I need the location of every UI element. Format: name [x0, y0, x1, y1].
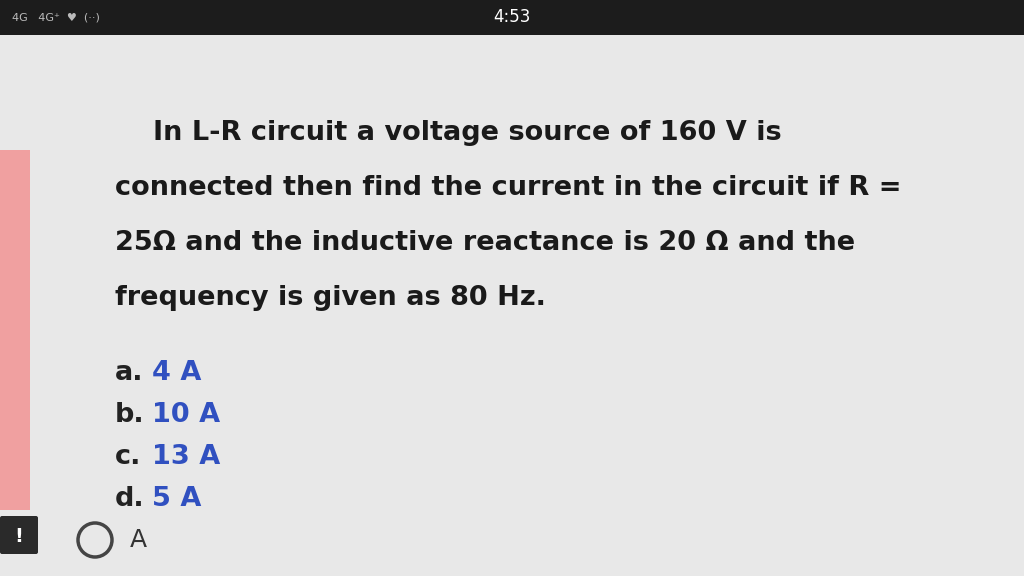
Text: 4:53: 4:53	[494, 9, 530, 26]
Bar	[0, 150, 30, 510]
Text: 5 A: 5 A	[152, 486, 202, 512]
Text: a.: a.	[115, 360, 143, 386]
Text: 25Ω and the inductive reactance is 20 Ω and the: 25Ω and the inductive reactance is 20 Ω …	[115, 230, 855, 256]
Text: 4G   4G⁺  ♥  (··): 4G 4G⁺ ♥ (··)	[12, 13, 100, 22]
Text: frequency is given as 80 Hz.: frequency is given as 80 Hz.	[115, 285, 546, 311]
Text: d.: d.	[115, 486, 144, 512]
FancyBboxPatch shape	[0, 516, 38, 554]
Text: 4 A: 4 A	[152, 360, 202, 386]
Text: 10 A: 10 A	[152, 402, 220, 428]
Bar	[0, 0, 1024, 35]
Text: !: !	[14, 528, 24, 547]
Text: connected then find the current in the circuit if R =: connected then find the current in the c…	[115, 175, 901, 201]
Text: In L-R circuit a voltage source of 160 V is: In L-R circuit a voltage source of 160 V…	[115, 120, 781, 146]
Text: b.: b.	[115, 402, 144, 428]
Text: 13 A: 13 A	[152, 444, 220, 470]
Text: c.: c.	[115, 444, 141, 470]
Text: A: A	[130, 528, 147, 552]
